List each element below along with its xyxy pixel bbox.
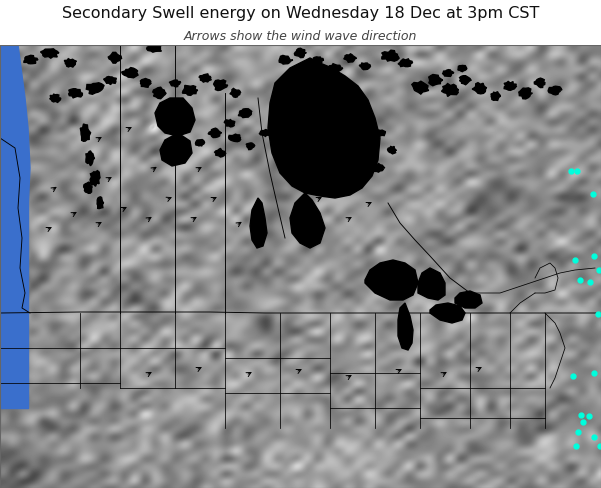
Polygon shape <box>442 83 459 97</box>
Polygon shape <box>215 148 226 157</box>
Polygon shape <box>97 197 104 208</box>
Polygon shape <box>412 81 429 94</box>
Polygon shape <box>443 70 454 77</box>
Polygon shape <box>398 303 413 350</box>
Polygon shape <box>160 133 192 166</box>
Polygon shape <box>250 198 267 248</box>
Polygon shape <box>268 58 380 198</box>
Polygon shape <box>382 50 399 61</box>
Polygon shape <box>224 120 235 127</box>
Polygon shape <box>228 134 240 142</box>
Polygon shape <box>169 80 180 87</box>
Polygon shape <box>341 144 350 152</box>
Polygon shape <box>455 291 482 308</box>
Polygon shape <box>208 128 222 138</box>
Polygon shape <box>534 78 545 88</box>
Polygon shape <box>153 87 166 99</box>
Polygon shape <box>398 59 412 67</box>
Polygon shape <box>121 67 138 78</box>
Polygon shape <box>0 45 30 288</box>
Polygon shape <box>84 182 92 193</box>
Polygon shape <box>182 85 198 96</box>
Text: Secondary Swell energy on Wednesday 18 Dec at 3pm CST: Secondary Swell energy on Wednesday 18 D… <box>62 6 539 21</box>
Polygon shape <box>344 54 356 62</box>
Polygon shape <box>50 94 61 102</box>
Polygon shape <box>141 79 151 87</box>
Polygon shape <box>460 76 471 85</box>
Polygon shape <box>418 268 445 300</box>
Polygon shape <box>356 153 367 163</box>
Polygon shape <box>376 130 385 136</box>
Polygon shape <box>294 48 307 58</box>
Polygon shape <box>313 57 324 63</box>
Bar <box>0 164 28 408</box>
Polygon shape <box>504 81 517 90</box>
Polygon shape <box>40 49 59 58</box>
Polygon shape <box>458 65 467 72</box>
Polygon shape <box>279 56 293 64</box>
Polygon shape <box>155 98 195 136</box>
Polygon shape <box>491 92 501 101</box>
Polygon shape <box>147 44 162 52</box>
Polygon shape <box>64 59 76 67</box>
Polygon shape <box>429 75 443 86</box>
Polygon shape <box>246 143 255 150</box>
Polygon shape <box>388 146 397 154</box>
Polygon shape <box>23 55 38 64</box>
Polygon shape <box>548 86 562 95</box>
Polygon shape <box>87 83 104 94</box>
Polygon shape <box>213 80 228 91</box>
Polygon shape <box>238 109 252 118</box>
Text: Arrows show the wind wave direction: Arrows show the wind wave direction <box>184 30 417 43</box>
Polygon shape <box>90 171 100 186</box>
Polygon shape <box>329 64 343 72</box>
Polygon shape <box>260 130 270 137</box>
Polygon shape <box>81 124 91 142</box>
Polygon shape <box>334 122 347 132</box>
Polygon shape <box>108 52 122 63</box>
Polygon shape <box>365 260 418 300</box>
Polygon shape <box>199 74 212 82</box>
Polygon shape <box>290 193 325 248</box>
Polygon shape <box>430 303 465 323</box>
Polygon shape <box>359 63 371 70</box>
Polygon shape <box>362 142 374 150</box>
Polygon shape <box>373 163 385 172</box>
Polygon shape <box>472 82 487 94</box>
Polygon shape <box>195 140 204 146</box>
Polygon shape <box>519 88 532 99</box>
Polygon shape <box>230 88 241 98</box>
Polygon shape <box>103 77 117 84</box>
Polygon shape <box>86 151 94 166</box>
Polygon shape <box>69 89 82 98</box>
Polygon shape <box>351 135 361 142</box>
